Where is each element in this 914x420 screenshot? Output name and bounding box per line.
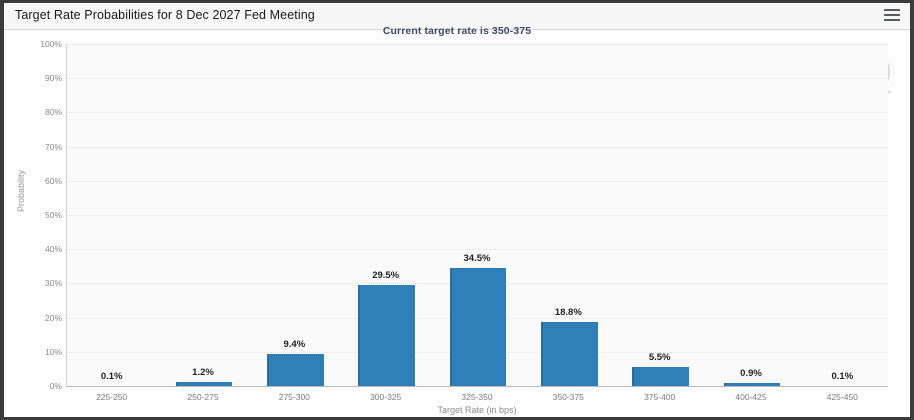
y-axis-tick-label: 70%	[44, 141, 62, 152]
bar-value-label: 18.8%	[554, 306, 582, 318]
bar[interactable]	[632, 367, 690, 386]
bar[interactable]	[175, 381, 233, 386]
x-axis-tick-label: 375-400	[644, 392, 676, 402]
bar-slot	[157, 44, 248, 386]
x-axis-tick-label: 275-300	[278, 392, 310, 402]
gridline	[66, 112, 888, 114]
x-axis-line	[66, 386, 888, 387]
y-axis-tick-label: 30%	[44, 278, 62, 289]
chart-subtitle: Current target rate is 350-375	[382, 25, 532, 37]
x-axis-tick-label: 300-325	[370, 392, 402, 402]
bar-value-label: 34.5%	[463, 253, 491, 264]
y-axis-tick-label: 40%	[44, 244, 62, 255]
x-axis-tick-label: 350-375	[552, 392, 584, 402]
menu-bar-1	[884, 9, 900, 11]
x-axis-tick-label: 400-425	[735, 392, 767, 402]
bar-value-label: 0.1%	[100, 370, 123, 382]
gridline	[66, 44, 888, 45]
bar-value-label: 0.9%	[740, 367, 762, 379]
bar-value-label: 9.4%	[283, 338, 306, 350]
y-axis-tick-label: 80%	[44, 107, 62, 118]
bar-slot	[523, 44, 614, 386]
bar[interactable]	[449, 268, 507, 386]
x-axis-title: Target Rate (in bps)	[437, 405, 517, 415]
page-title: Target Rate Probabilities for 8 Dec 2027…	[15, 8, 315, 22]
x-axis-tick-label: 425-450	[826, 392, 858, 402]
bar-value-label: 29.5%	[372, 270, 400, 282]
bar-slot	[340, 44, 431, 386]
y-axis-tick-label: 50%	[44, 210, 62, 220]
menu-bar-2	[884, 14, 900, 16]
bar-slot	[614, 44, 705, 386]
y-axis-tick-label: 10%	[44, 346, 62, 357]
y-axis-tick-label: 20%	[44, 312, 62, 323]
bar[interactable]	[540, 321, 598, 386]
y-axis-tick-label: 90%	[44, 73, 62, 84]
gridline	[66, 249, 888, 251]
plot-area	[66, 44, 888, 386]
bar-slot	[705, 44, 796, 386]
gridline	[66, 215, 888, 216]
bar-value-label: 5.5%	[648, 352, 671, 364]
chart-header: Target Rate Probabilities for 8 Dec 2027…	[4, 3, 910, 30]
gridline	[66, 146, 888, 148]
hamburger-menu-icon[interactable]	[884, 9, 900, 23]
y-axis-tick-label: 100%	[40, 39, 62, 49]
bar-value-label: 1.2%	[192, 366, 214, 378]
y-axis-line	[66, 44, 67, 386]
bar[interactable]	[358, 285, 416, 386]
gridline	[66, 180, 888, 182]
x-axis-tick-label: 225-250	[96, 392, 128, 402]
y-axis-ticks: Probability 0% 10% 20% 30% 40% 50% 60% 70% 80% 90…	[12, 3, 62, 417]
x-axis-tick-label: 325-350	[461, 392, 493, 402]
bar-slot	[66, 44, 157, 386]
bar-value-label: 0.1%	[831, 370, 854, 382]
menu-bar-3	[884, 19, 900, 21]
y-axis-tick-label: 60%	[44, 175, 62, 186]
bar[interactable]	[723, 382, 781, 386]
gridline	[66, 78, 888, 80]
x-axis-tick-label: 250-275	[187, 392, 219, 402]
bar-slot	[249, 44, 340, 386]
bar-slot	[431, 44, 522, 386]
y-axis-tick-label: 0%	[49, 381, 62, 391]
bar-slot	[797, 44, 888, 386]
bar[interactable]	[266, 353, 324, 386]
